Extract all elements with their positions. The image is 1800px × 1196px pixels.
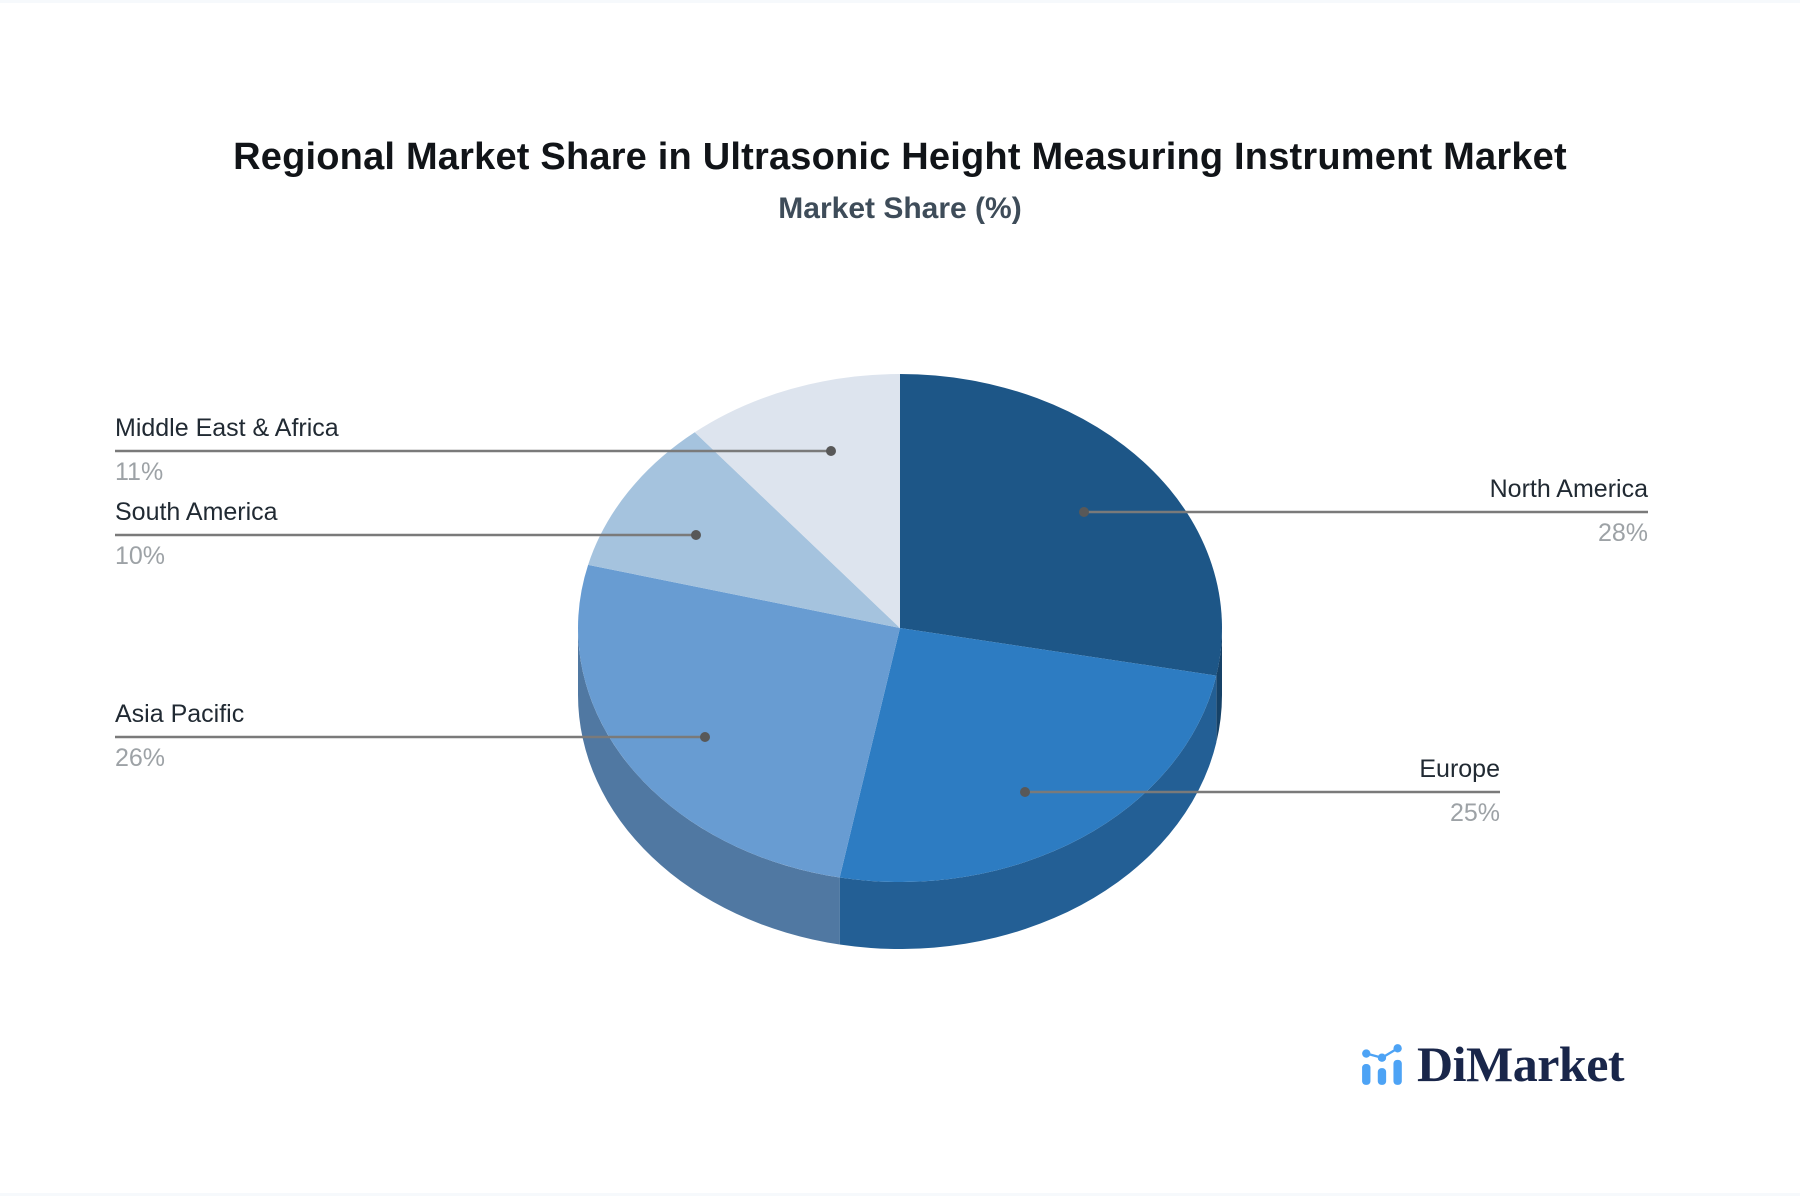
label-connector-dot-north-america	[1079, 507, 1089, 517]
pie-slice-middle-east-africa[interactable]	[694, 374, 900, 628]
brand-logo-text: DiMarket	[1417, 1036, 1625, 1092]
pie-slice-label-europe: Europe	[1419, 755, 1500, 783]
pie-slice-label-middle-east-africa: Middle East & Africa	[115, 414, 339, 442]
pie-slice-europe[interactable]	[839, 628, 1217, 882]
pie-slice-pct-south-america: 10%	[115, 542, 166, 570]
pie-slice-pct-north-america: 28%	[1597, 519, 1648, 547]
pie-slice-pct-asia-pacific: 26%	[115, 744, 166, 772]
pie-slice-pct-middle-east-africa: 11%	[115, 458, 164, 486]
label-connector-dot-south-america	[691, 530, 701, 540]
pie-slice-asia-pacific[interactable]	[578, 564, 900, 878]
bottom-edge-strip	[0, 1193, 1800, 1196]
pie-slice-side-asia-pacific	[578, 628, 840, 945]
chart-subtitle: Market Share (%)	[778, 192, 1022, 225]
label-connector-dot-asia-pacific	[700, 732, 710, 742]
pie-slice-pct-europe: 25%	[1449, 799, 1500, 827]
bar-chart-icon	[1362, 1044, 1402, 1085]
pie-slice-side-north-america	[1216, 628, 1222, 743]
pie-slice-side-europe	[839, 675, 1217, 949]
pie-slice-label-asia-pacific: Asia Pacific	[115, 700, 245, 728]
pie-slice-south-america[interactable]	[588, 432, 900, 628]
brand-logo[interactable]: DiMarket	[1360, 1034, 1625, 1094]
label-connector-dot-middle-east-africa	[826, 446, 836, 456]
chart-title: Regional Market Share in Ultrasonic Heig…	[233, 136, 1567, 178]
label-connector-dot-europe	[1020, 787, 1030, 797]
top-edge-strip	[0, 0, 1800, 3]
pie-slice-label-south-america: South America	[115, 498, 278, 526]
pie-slice-north-america[interactable]	[900, 374, 1223, 676]
pie-slice-label-north-america: North America	[1489, 475, 1648, 503]
